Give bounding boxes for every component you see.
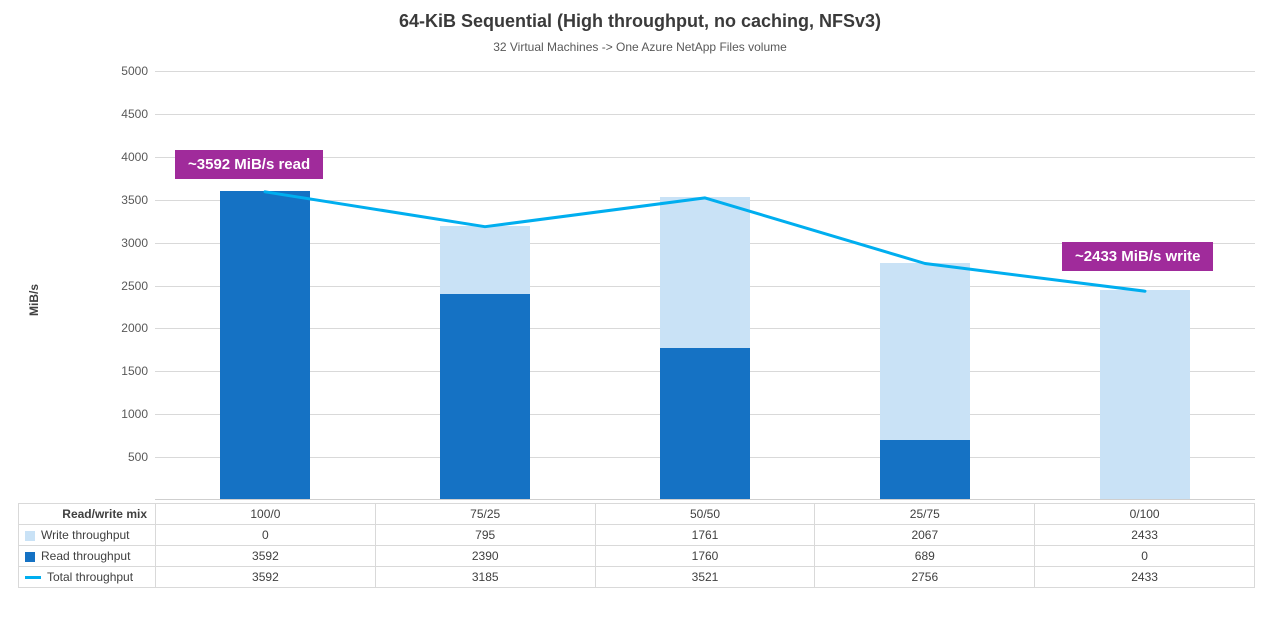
- value-cell: 795: [374, 524, 596, 546]
- y-tick-label: 2500: [121, 278, 148, 293]
- value-cell: 3592: [155, 566, 376, 588]
- bar-write-segment: [660, 196, 750, 348]
- category-label: 75/25: [374, 503, 596, 525]
- category-label: 0/100: [1034, 503, 1255, 525]
- bar-read-segment: [880, 439, 970, 499]
- value-cell: 3592: [155, 545, 376, 567]
- data-table: Read/write mix 100/0 75/25 50/50 25/75 0/100 W…: [18, 503, 1255, 588]
- series-name: Total throughput: [47, 570, 134, 584]
- bar-write-segment: [1100, 290, 1190, 499]
- bar-read-segment: [220, 190, 310, 499]
- y-tick-label: 3500: [121, 192, 148, 207]
- legend-square-icon: [25, 551, 35, 562]
- table-series-row: Write throughput 0 795 1761 2067 2433: [18, 524, 1255, 546]
- y-axis-label: MiB/s: [27, 283, 41, 317]
- category-axis-title: Read/write mix: [18, 503, 156, 525]
- y-tick-label: 4500: [121, 106, 148, 121]
- y-tick-label: 1500: [121, 364, 148, 379]
- category-label: 25/75: [814, 503, 1036, 525]
- series-label-cell: Read throughput: [18, 545, 156, 567]
- value-cell: 1761: [594, 524, 816, 546]
- y-tick-label: 2000: [121, 321, 148, 336]
- annotation-read-callout: ~3592 MiB/s read: [175, 150, 324, 179]
- value-cell: 689: [814, 545, 1036, 567]
- value-cell: 2067: [814, 524, 1036, 546]
- bar-read-segment: [440, 293, 530, 499]
- total-line-layer: [263, 190, 1147, 293]
- y-tick-label: 4000: [121, 149, 148, 164]
- series-label-cell: Write throughput: [18, 524, 156, 546]
- legend-line-icon: [25, 576, 41, 580]
- y-tick-label: 5000: [121, 64, 148, 78]
- value-cell: 2433: [1034, 566, 1255, 588]
- value-cell: 3521: [594, 566, 816, 588]
- series-label-cell: Total throughput: [18, 566, 156, 588]
- y-tick-label: 500: [127, 450, 148, 465]
- chart-subtitle: 32 Virtual Machines -> One Azure NetApp …: [493, 40, 787, 54]
- category-label: 50/50: [594, 503, 816, 525]
- value-cell: 0: [1034, 545, 1255, 567]
- category-label: 100/0: [155, 503, 376, 525]
- bar-write-segment: [440, 225, 530, 294]
- table-series-row: Read throughput 3592 2390 1760 689 0: [18, 545, 1255, 567]
- annotation-write-callout: ~2433 MiB/s write: [1062, 242, 1214, 271]
- chart-title: 64-KiB Sequential (High throughput, no c…: [398, 11, 881, 31]
- value-cell: 3185: [374, 566, 596, 588]
- y-tick-label: 3000: [121, 235, 148, 250]
- bar-write-segment: [880, 262, 970, 440]
- bars-layer: [155, 71, 1255, 499]
- series-name: Write throughput: [41, 528, 130, 542]
- series-name: Read throughput: [41, 549, 131, 563]
- y-axis-tick-labels: 500 1000 1500 2000 2500 3000 3500 4000 4500 5000: [90, 64, 148, 500]
- table-series-row: Total throughput 3592 3185 3521 2756 2433: [18, 566, 1255, 588]
- value-cell: 2433: [1034, 524, 1255, 546]
- table-header-row: Read/write mix 100/0 75/25 50/50 25/75 0/100: [18, 503, 1255, 525]
- legend-square-icon: [25, 530, 35, 541]
- value-cell: 1760: [594, 545, 816, 567]
- total-throughput-line: [263, 190, 1147, 293]
- value-cell: 2390: [374, 545, 596, 567]
- gridline: [155, 113, 1255, 115]
- gridline: [155, 156, 1255, 158]
- value-cell: 0: [155, 524, 376, 546]
- plot-area: [155, 71, 1255, 500]
- gridline: [155, 71, 1255, 72]
- y-tick-label: 1000: [121, 407, 148, 422]
- bar-read-segment: [660, 348, 750, 499]
- value-cell: 2756: [814, 566, 1036, 588]
